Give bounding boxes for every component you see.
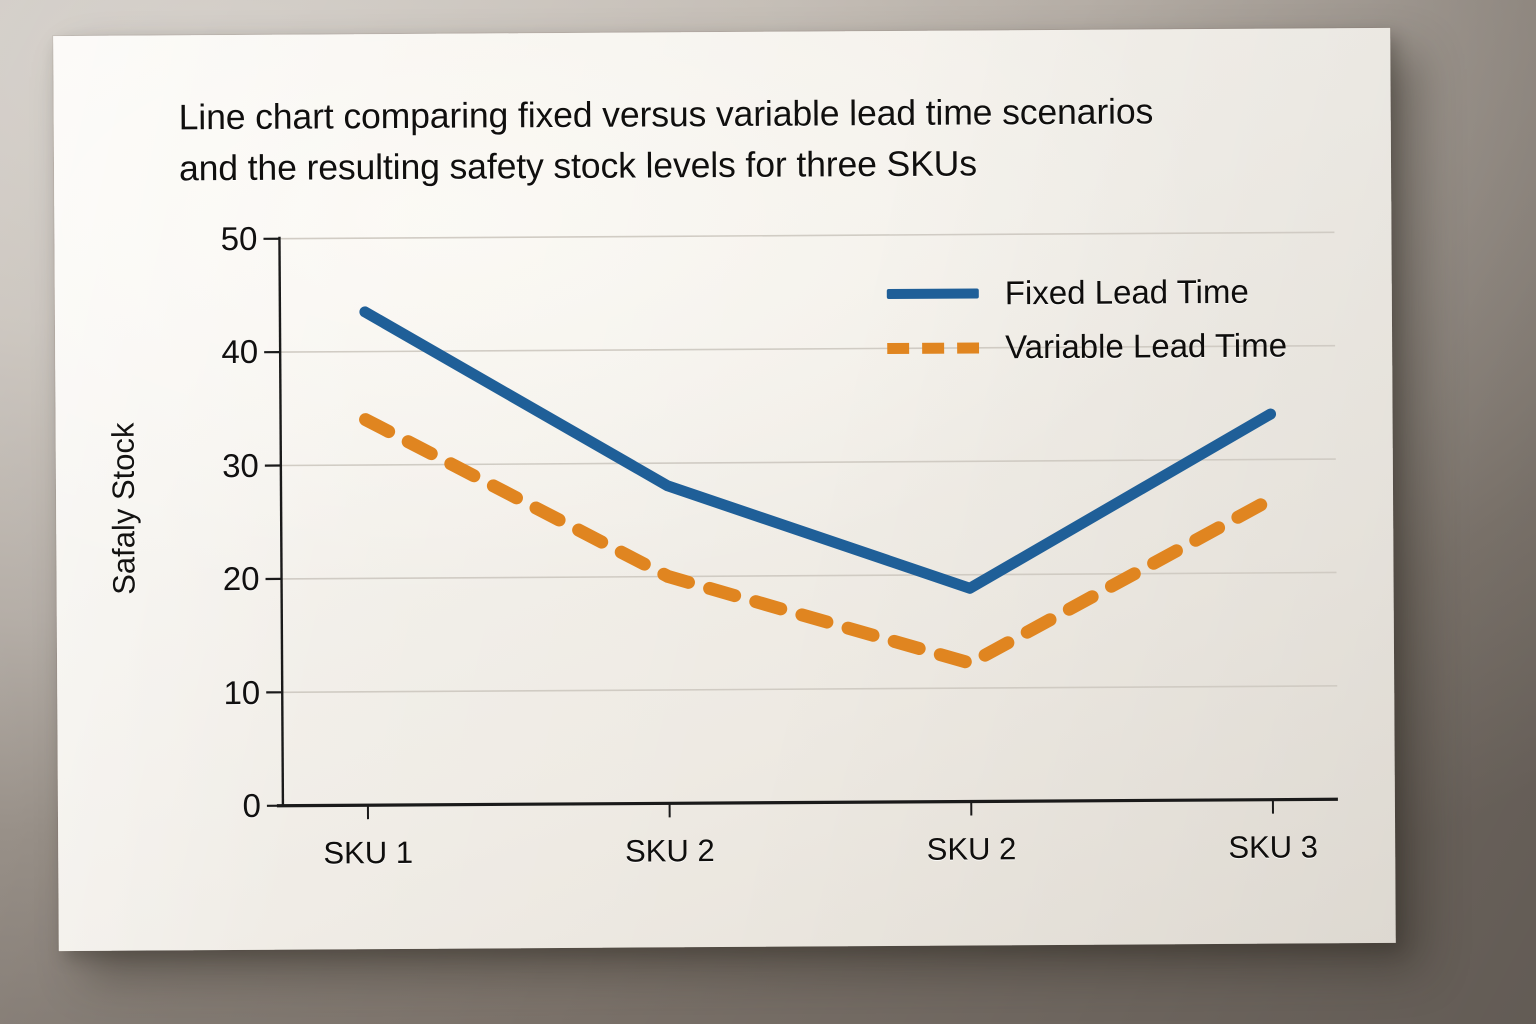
x-tick-label: SKU 2 <box>624 833 715 869</box>
x-tick-label: SKU 1 <box>323 834 414 871</box>
legend-swatch-variable-line <box>887 341 980 354</box>
x-tick-label: SKU 3 <box>1228 829 1319 865</box>
y-tick-label: 30 <box>222 446 259 484</box>
y-tick-label: 20 <box>222 560 260 598</box>
y-tick-label: 0 <box>242 786 262 824</box>
y-tick-label: 10 <box>223 673 261 711</box>
legend-swatch-fixed-line <box>886 288 979 300</box>
chart-svg <box>263 231 1338 820</box>
y-tick-label: 40 <box>221 333 259 371</box>
chart-legend: Fixed Lead Time Variable Lead Time <box>886 264 1328 375</box>
plot-area: 0 10 20 30 40 50 SKU 1 SKU 2 SKU 2 SKU 3 <box>53 28 1396 951</box>
legend-item-variable[interactable]: Variable Lead Time <box>887 318 1327 375</box>
y-tick-label: 50 <box>220 219 258 258</box>
legend-label-variable: Variable Lead Time <box>1005 326 1288 366</box>
chart-card: Line chart comparing fixed versus variab… <box>53 27 1396 952</box>
legend-label-fixed: Fixed Lead Time <box>1004 272 1249 312</box>
x-tick-label: SKU 2 <box>926 831 1017 867</box>
legend-item-fixed[interactable]: Fixed Lead Time <box>886 264 1327 321</box>
